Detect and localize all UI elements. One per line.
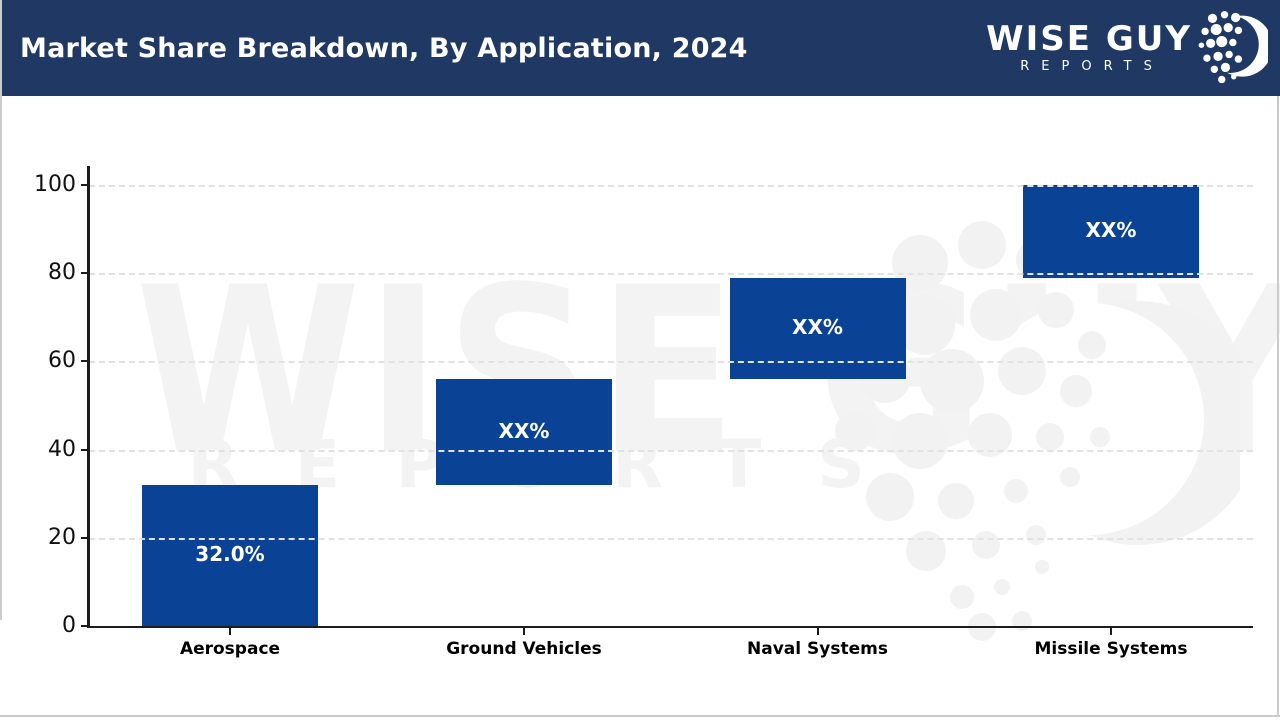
frame-border-left <box>0 0 2 620</box>
y-tick-mark <box>81 272 89 275</box>
x-tick-mark <box>816 627 819 635</box>
gridline <box>89 537 1253 540</box>
y-tick-mark <box>81 184 89 186</box>
y-tick-mark <box>81 625 89 627</box>
y-tick-label: 20 <box>48 524 76 550</box>
waterfall-bar <box>142 484 318 626</box>
header-bar: Market Share Breakdown, By Application, … <box>0 0 1280 96</box>
y-tick-mark <box>81 536 89 539</box>
logo-wordmark: WISE GUY REPORTS <box>986 18 1192 75</box>
y-tick-label: 40 <box>48 436 76 462</box>
waterfall-bar <box>436 379 612 485</box>
bar-value-label: XX% <box>1085 218 1137 243</box>
x-axis-line <box>87 625 1253 628</box>
y-tick-label: 80 <box>48 260 76 286</box>
y-tick-label: 0 <box>62 613 76 638</box>
x-tick-mark <box>523 627 525 635</box>
x-axis-label: Missile Systems <box>1034 639 1188 659</box>
logo-wordmark-line1: WISE GUY <box>986 18 1192 59</box>
x-tick-mark <box>229 627 231 635</box>
bar-value-label: XX% <box>792 315 843 340</box>
page-title: Market Share Breakdown, By Application, … <box>20 32 748 64</box>
logo-wordmark-line2: REPORTS <box>1020 59 1164 75</box>
gridline <box>89 361 1253 364</box>
frame-border-bottom <box>0 715 1280 717</box>
gridline <box>89 273 1253 276</box>
brand-logo: WISE GUY REPORTS <box>986 0 1268 96</box>
waterfall-bar <box>1023 185 1199 278</box>
y-tick-label: 100 <box>34 172 76 197</box>
x-tick-mark <box>1110 627 1112 635</box>
frame-border-right <box>1277 96 1279 716</box>
x-axis-label: Aerospace <box>179 639 281 659</box>
gridline <box>89 185 1253 187</box>
dotted-head-profile-icon <box>1198 11 1268 84</box>
bar-value-label: 32.0% <box>195 542 265 567</box>
x-axis-label: Naval Systems <box>747 639 888 659</box>
y-tick-mark <box>81 448 89 451</box>
y-tick-mark <box>81 360 89 363</box>
y-tick-label: 60 <box>48 348 76 374</box>
y-axis-line <box>87 166 90 628</box>
gridline <box>89 449 1253 452</box>
bar-value-label: XX% <box>498 418 550 443</box>
x-axis-label: Ground Vehicles <box>446 639 602 659</box>
